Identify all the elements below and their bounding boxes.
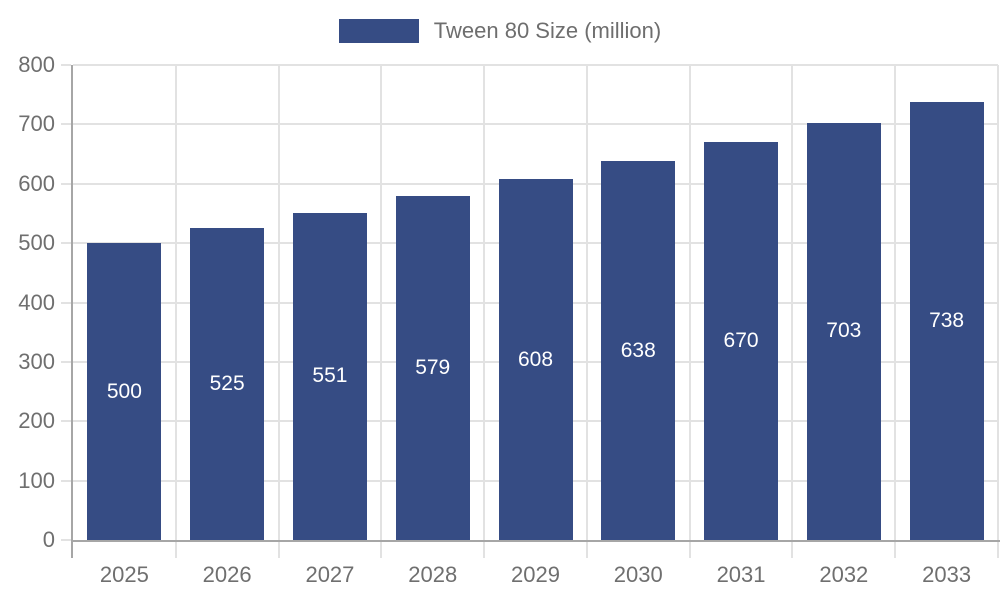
grid-line-v — [688, 65, 691, 540]
y-tick-label: 300 — [18, 348, 55, 374]
x-tick-label: 2025 — [99, 562, 149, 587]
y-tick-mark — [61, 301, 71, 304]
bar-value-label: 670 — [723, 329, 759, 353]
bar: 551 — [292, 212, 367, 540]
y-tick-label: 600 — [18, 170, 55, 196]
y-tick-label: 400 — [18, 289, 55, 315]
bar: 670 — [704, 142, 779, 540]
grid-line-v — [174, 65, 177, 540]
grid-line-v — [791, 65, 794, 540]
x-tick-mark — [174, 542, 177, 558]
legend-label: Tween 80 Size (million) — [433, 18, 662, 43]
y-tick-label: 500 — [18, 230, 55, 256]
bar-value-label: 608 — [517, 347, 554, 371]
grid-line-v — [277, 65, 280, 540]
bar-value-label: 500 — [106, 379, 142, 403]
x-tick-label: 2026 — [202, 562, 252, 587]
y-axis-line — [71, 65, 73, 542]
grid-line-v — [894, 65, 897, 540]
bar-value-label: 525 — [209, 372, 245, 396]
x-tick-label: 2028 — [408, 562, 458, 587]
bar-value-label: 551 — [312, 364, 348, 388]
grid-line-v — [380, 65, 383, 540]
legend-swatch — [338, 19, 419, 43]
y-tick-label: 0 — [42, 527, 55, 552]
y-tick-mark — [61, 420, 71, 423]
x-tick-mark — [585, 542, 588, 558]
x-tick-mark — [688, 542, 691, 558]
y-tick-mark — [61, 479, 71, 482]
x-tick-mark — [483, 542, 486, 558]
x-tick-mark — [277, 542, 280, 558]
y-tick-label: 100 — [18, 467, 55, 493]
grid-line-h — [73, 123, 998, 126]
x-tick-mark — [791, 542, 794, 558]
bar: 703 — [806, 122, 881, 540]
x-axis-line — [71, 540, 1000, 542]
bar: 738 — [909, 101, 984, 540]
bar-value-label: 638 — [620, 338, 656, 362]
grid-line-v — [997, 65, 999, 540]
x-tick-label: 2030 — [613, 562, 663, 587]
y-tick-mark — [61, 360, 71, 363]
bar: 638 — [601, 161, 676, 540]
bar-value-label: 738 — [929, 308, 965, 332]
bar-value-label: 579 — [415, 356, 451, 380]
x-tick-label: 2027 — [305, 562, 355, 587]
y-tick-mark — [61, 123, 71, 126]
x-tick-mark — [380, 542, 383, 558]
y-tick-mark — [61, 539, 71, 541]
x-tick-mark — [71, 542, 73, 558]
bar-value-label: 703 — [826, 319, 862, 343]
grid-line-v — [483, 65, 486, 540]
grid-line-v — [585, 65, 588, 540]
x-tick-mark — [894, 542, 897, 558]
y-tick-label: 800 — [18, 52, 55, 77]
x-tick-label: 2031 — [716, 562, 766, 587]
legend: Tween 80 Size (million) — [0, 18, 1000, 44]
x-tick-label: 2029 — [511, 562, 560, 587]
y-tick-label: 700 — [18, 111, 55, 137]
y-tick-label: 200 — [18, 408, 55, 434]
bar: 500 — [87, 243, 162, 540]
y-tick-mark — [61, 242, 71, 245]
bar: 579 — [395, 196, 470, 540]
y-tick-mark — [61, 64, 71, 66]
y-tick-mark — [61, 182, 71, 185]
plot-area: 0 100 200 300 400 500 600 700 800 500 2025 525 2026 5… — [18, 52, 1000, 587]
x-tick-mark — [997, 542, 999, 558]
x-tick-label: 2033 — [922, 562, 972, 587]
grid-line-h — [73, 64, 998, 66]
x-tick-label: 2032 — [819, 562, 869, 587]
bar: 525 — [190, 228, 265, 540]
bar: 608 — [498, 179, 573, 540]
